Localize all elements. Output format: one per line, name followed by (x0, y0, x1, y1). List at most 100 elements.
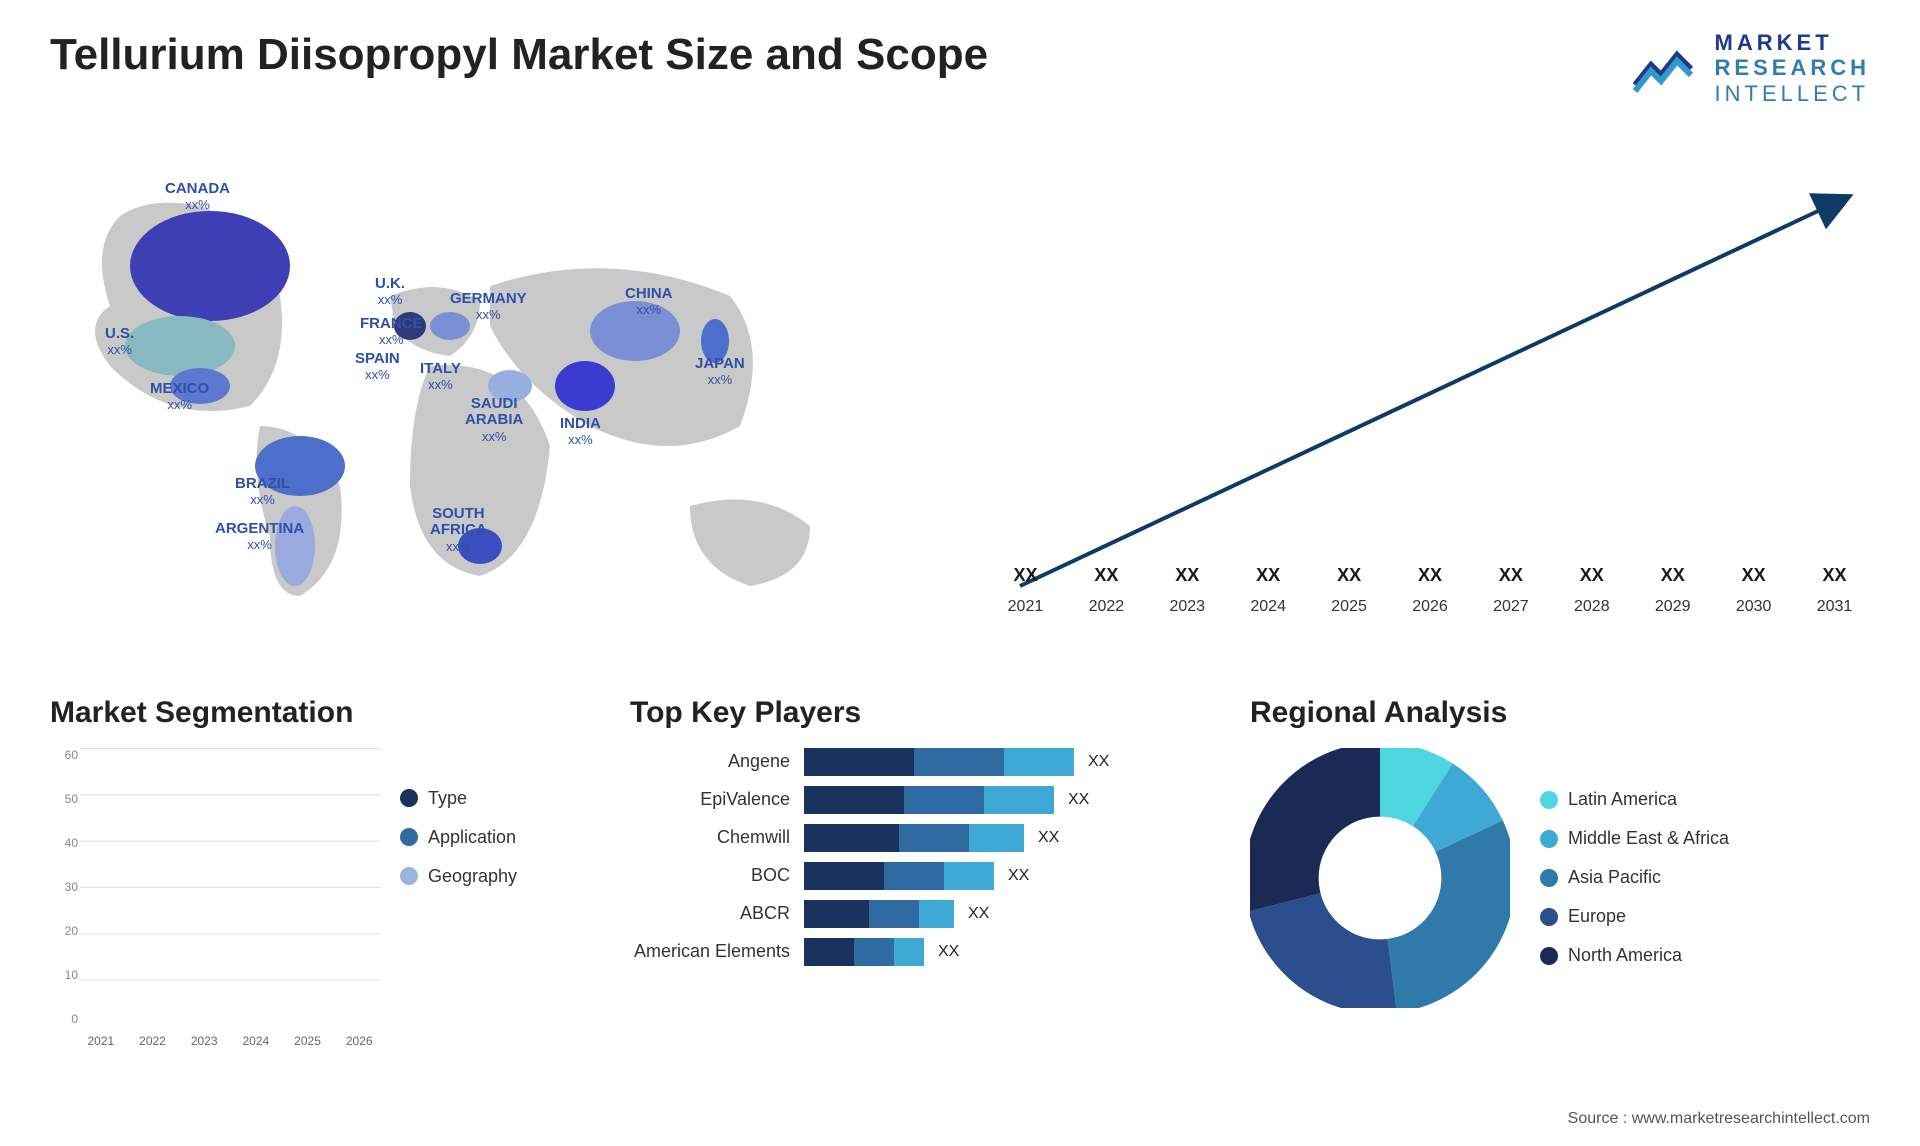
growth-bar-value: XX (1499, 565, 1523, 586)
growth-bar-2026: XX 2026 (1395, 565, 1466, 616)
growth-bar-value: XX (1742, 565, 1766, 586)
map-label-china: CHINAxx% (625, 286, 673, 319)
kp-bar-seg (969, 824, 1024, 852)
kp-bar-seg (804, 938, 854, 966)
reg-legend-item: North America (1540, 945, 1729, 966)
seg-xlabel: 2023 (183, 1034, 225, 1048)
seg-xlabel: 2024 (235, 1034, 277, 1048)
regional-panel: Regional Analysis Latin America Middle E… (1250, 696, 1870, 1048)
reg-legend-label: Latin America (1568, 789, 1677, 810)
map-label-brazil: BRAZILxx% (235, 476, 290, 509)
growth-bar-2029: XX 2029 (1637, 565, 1708, 616)
kp-row: EpiValence XX (630, 786, 1190, 814)
kp-value: XX (968, 905, 989, 923)
kp-bar (804, 824, 1024, 852)
kp-bar-seg (804, 900, 869, 928)
kp-name: American Elements (630, 941, 790, 962)
kp-bar-seg (1004, 748, 1074, 776)
growth-bar-2024: XX 2024 (1233, 565, 1304, 616)
growth-bar-2022: XX 2022 (1071, 565, 1142, 616)
kp-value: XX (1038, 829, 1059, 847)
seg-ytick: 10 (50, 968, 78, 982)
source-attribution: Source : www.marketresearchintellect.com (1568, 1110, 1870, 1128)
growth-bar-year: 2029 (1655, 598, 1691, 616)
growth-bar-value: XX (1013, 565, 1037, 586)
seg-ytick: 0 (50, 1012, 78, 1026)
kp-name: Chemwill (630, 827, 790, 848)
map-label-germany: GERMANYxx% (450, 291, 527, 324)
legend-dot-icon (1540, 869, 1558, 887)
kp-row: Chemwill XX (630, 824, 1190, 852)
kp-bar-seg (804, 786, 904, 814)
map-label-france: FRANCExx% (360, 316, 423, 349)
legend-dot-icon (400, 828, 418, 846)
seg-ytick: 40 (50, 836, 78, 850)
growth-bar-year: 2021 (1008, 598, 1044, 616)
kp-bar-seg (894, 938, 924, 966)
legend-dot-icon (1540, 830, 1558, 848)
regional-donut-chart (1250, 748, 1510, 1008)
seg-xlabel: 2026 (338, 1034, 380, 1048)
seg-legend-item: Type (400, 788, 517, 809)
seg-xlabel: 2022 (132, 1034, 174, 1048)
kp-bar (804, 786, 1054, 814)
reg-legend-label: Europe (1568, 906, 1626, 927)
seg-ytick: 30 (50, 880, 78, 894)
growth-bar-year: 2022 (1089, 598, 1125, 616)
kp-bar-seg (804, 748, 914, 776)
kp-bar-seg (904, 786, 984, 814)
kp-bar (804, 862, 994, 890)
reg-legend-label: Middle East & Africa (1568, 828, 1729, 849)
reg-legend-item: Asia Pacific (1540, 867, 1729, 888)
growth-bar-value: XX (1580, 565, 1604, 586)
reg-legend-label: Asia Pacific (1568, 867, 1661, 888)
growth-bar-2031: XX 2031 (1799, 565, 1870, 616)
seg-ytick: 60 (50, 748, 78, 762)
legend-dot-icon (1540, 947, 1558, 965)
seg-legend-item: Application (400, 827, 517, 848)
map-label-u-k-: U.K.xx% (375, 276, 405, 309)
growth-bar-2030: XX 2030 (1718, 565, 1789, 616)
kp-bar-seg (869, 900, 919, 928)
growth-bar-year: 2030 (1736, 598, 1772, 616)
kp-bar-seg (804, 824, 899, 852)
kp-bar-seg (899, 824, 969, 852)
map-label-argentina: ARGENTINAxx% (215, 521, 304, 554)
growth-bar-year: 2023 (1169, 598, 1205, 616)
reg-legend-item: Latin America (1540, 789, 1729, 810)
growth-bar-year: 2025 (1331, 598, 1367, 616)
brand-logo: MARKET RESEARCH INTELLECT (1631, 30, 1870, 106)
world-map-panel: CANADAxx%U.S.xx%MEXICOxx%BRAZILxx%ARGENT… (50, 126, 950, 646)
kp-bar-seg (919, 900, 954, 928)
kp-bar-seg (944, 862, 994, 890)
reg-legend-item: Europe (1540, 906, 1729, 927)
growth-bar-value: XX (1175, 565, 1199, 586)
seg-ytick: 20 (50, 924, 78, 938)
kp-value: XX (1008, 867, 1029, 885)
page-title: Tellurium Diisopropyl Market Size and Sc… (50, 30, 988, 80)
seg-legend-label: Type (428, 788, 467, 809)
legend-dot-icon (1540, 908, 1558, 926)
growth-bar-value: XX (1661, 565, 1685, 586)
segmentation-panel: Market Segmentation 6050403020100 202120… (50, 696, 570, 1048)
logo-line3: INTELLECT (1715, 81, 1870, 106)
growth-bar-2025: XX 2025 (1314, 565, 1385, 616)
growth-bar-2021: XX 2021 (990, 565, 1061, 616)
kp-name: BOC (630, 865, 790, 886)
growth-bar-2027: XX 2027 (1475, 565, 1546, 616)
kp-value: XX (1088, 753, 1109, 771)
seg-legend-label: Application (428, 827, 516, 848)
segmentation-chart: 6050403020100 202120222023202420252026 (50, 748, 380, 1048)
kp-bar-seg (804, 862, 884, 890)
growth-bar-year: 2027 (1493, 598, 1529, 616)
kp-value: XX (938, 943, 959, 961)
kp-name: Angene (630, 751, 790, 772)
key-players-panel: Top Key Players Angene XX EpiValence XX … (630, 696, 1190, 1048)
growth-bar-year: 2026 (1412, 598, 1448, 616)
seg-xlabel: 2021 (80, 1034, 122, 1048)
kp-bar (804, 900, 954, 928)
regional-legend: Latin America Middle East & Africa Asia … (1540, 789, 1729, 966)
kp-bar-seg (914, 748, 1004, 776)
kp-row: BOC XX (630, 862, 1190, 890)
map-label-south-africa: SOUTHAFRICAxx% (430, 506, 487, 556)
